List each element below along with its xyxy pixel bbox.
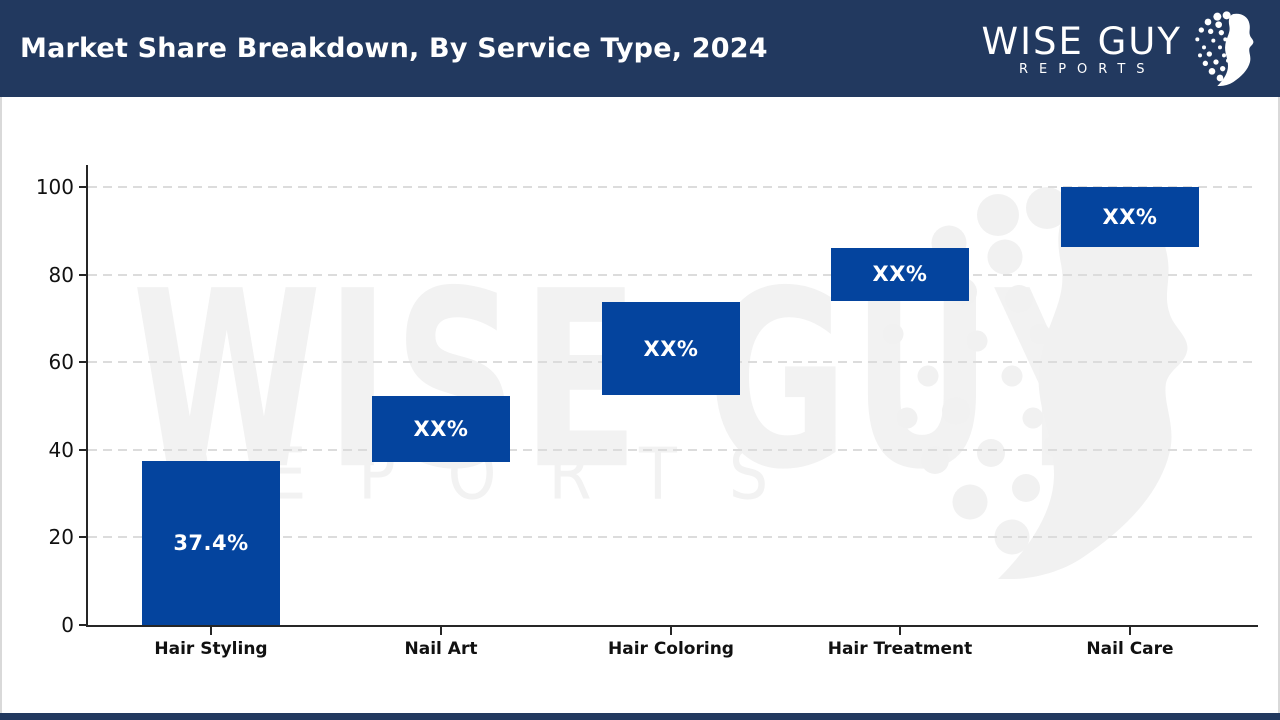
x-tick-label: Hair Treatment	[827, 639, 973, 659]
x-axis-tick	[670, 627, 672, 635]
y-tick-label: 0	[61, 613, 74, 637]
x-tick-label: Hair Styling	[154, 639, 268, 659]
x-axis-tick	[1129, 627, 1131, 635]
bar-value-label: XX%	[1102, 205, 1158, 229]
brand-face-icon	[1195, 11, 1254, 87]
brand-subtitle: REPORTS	[1018, 62, 1156, 78]
bar: XX%	[372, 395, 510, 463]
y-axis-tick	[79, 273, 87, 276]
y-tick-label: 40	[48, 437, 74, 462]
y-axis-tick	[79, 624, 87, 626]
brand-name: WISE GUY	[981, 19, 1182, 63]
x-tick-label: Hair Coloring	[608, 639, 734, 659]
brand-logo: WISE GUY REPORTS	[982, 10, 1264, 90]
y-axis-tick	[79, 448, 87, 451]
y-axis-line	[86, 165, 88, 627]
gridline	[88, 536, 1258, 539]
bar: XX%	[1061, 187, 1199, 247]
y-tick-label: 100	[35, 175, 74, 199]
page-title: Market Share Breakdown, By Service Type,…	[20, 33, 768, 64]
gridline	[88, 448, 1258, 451]
bar-value-label: XX%	[643, 336, 699, 361]
x-axis-tick	[440, 627, 442, 635]
y-tick-label: 20	[48, 525, 74, 550]
y-tick-label: 60	[48, 350, 74, 375]
gridline	[88, 273, 1258, 276]
brand-logo-text: WISE GUY REPORTS	[981, 19, 1182, 78]
bar: XX%	[831, 247, 969, 301]
x-axis-line	[86, 625, 1258, 627]
bar-value-label: 37.4%	[173, 531, 249, 556]
bar: 37.4%	[142, 461, 280, 625]
y-tick-label: 80	[48, 262, 74, 287]
header: Market Share Breakdown, By Service Type,…	[0, 0, 1280, 97]
footer-bar	[0, 713, 1280, 720]
x-axis-tick	[899, 627, 901, 635]
x-axis-tick	[210, 627, 212, 635]
y-axis-tick	[79, 536, 87, 539]
x-tick-label: Nail Care	[1086, 639, 1174, 659]
gridline	[88, 186, 1258, 188]
bar: XX%	[602, 302, 740, 396]
x-tick-label: Nail Art	[404, 639, 478, 659]
y-axis-tick	[79, 361, 87, 364]
bar-value-label: XX%	[413, 416, 469, 441]
y-axis-tick	[79, 186, 87, 188]
bar-value-label: XX%	[872, 262, 928, 287]
